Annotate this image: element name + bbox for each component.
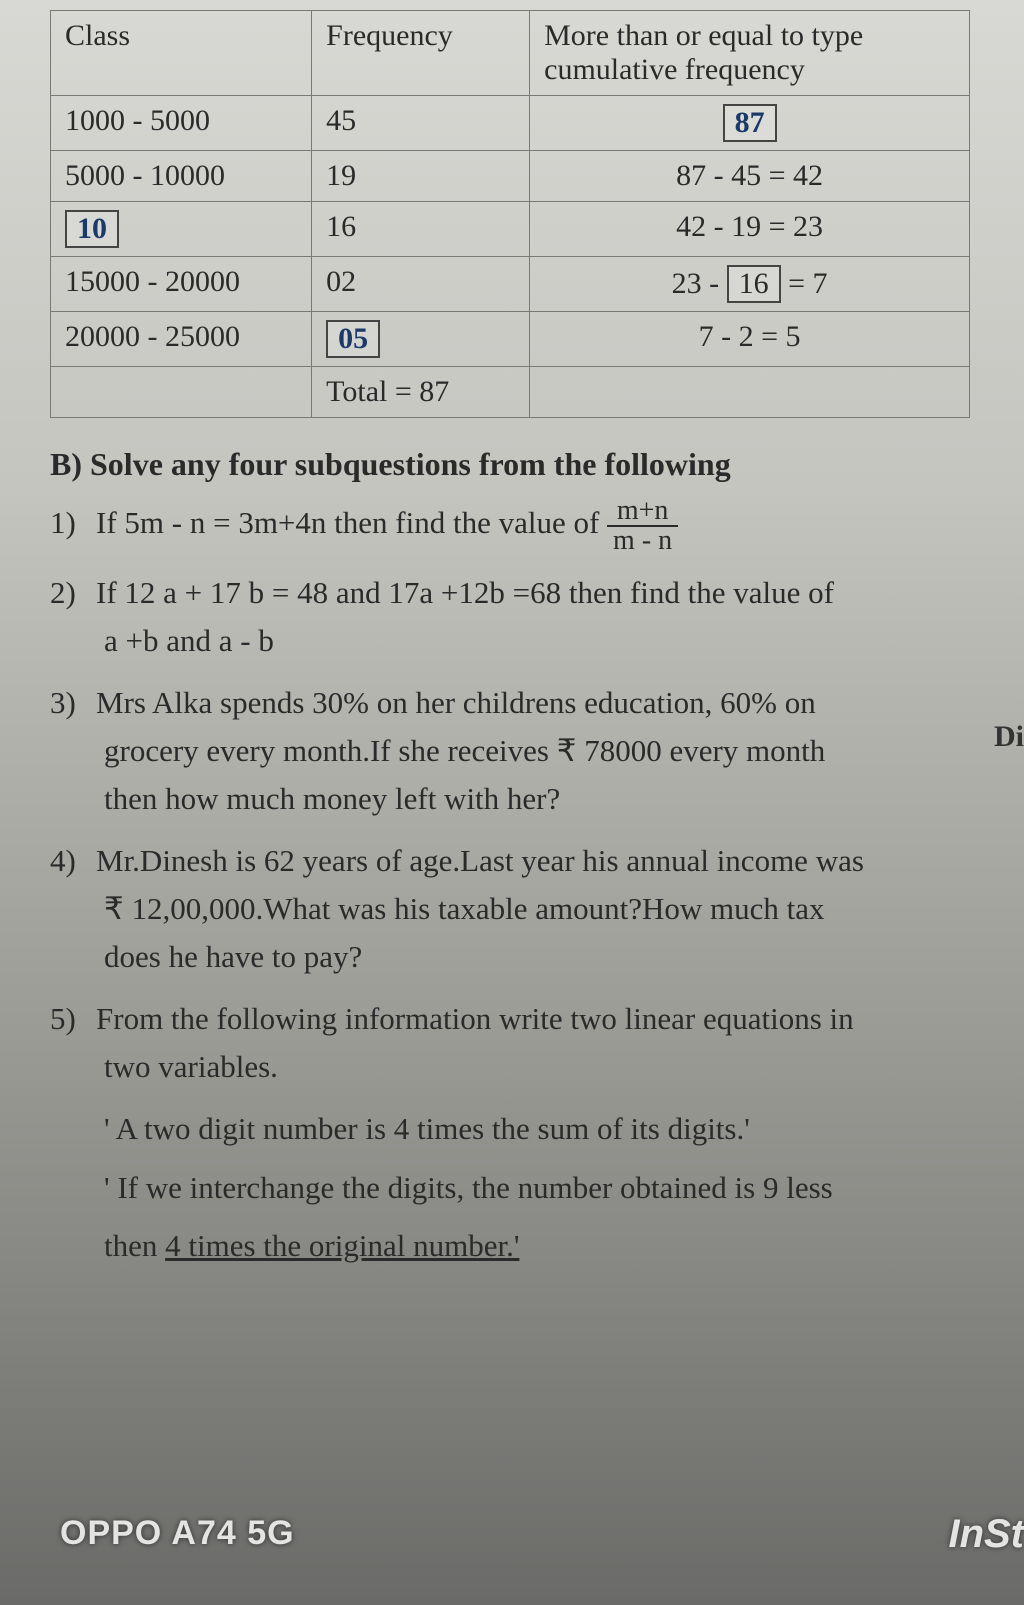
- question-5: 5)From the following information write t…: [50, 995, 994, 1091]
- boxed-value: 16: [727, 265, 781, 303]
- table-row: 10 16 42 - 19 = 23: [51, 202, 970, 257]
- question-1: 1)If 5m - n = 3m+4n then find the value …: [50, 497, 994, 555]
- question-2: 2)If 12 a + 17 b = 48 and 17a +12b =68 t…: [50, 569, 994, 665]
- quote-line: ' If we interchange the digits, the numb…: [50, 1164, 994, 1212]
- table-total-row: Total = 87: [51, 367, 970, 418]
- header-class: Class: [51, 11, 312, 96]
- page-edge-text: Di: [994, 720, 1024, 754]
- table-row: 5000 - 10000 19 87 - 45 = 42: [51, 151, 970, 202]
- question-4: 4)Mr.Dinesh is 62 years of age.Last year…: [50, 837, 994, 981]
- handwritten-box: 87: [723, 104, 777, 142]
- fraction: m+nm - n: [607, 497, 678, 555]
- frequency-table: Class Frequency More than or equal to ty…: [50, 10, 970, 418]
- question-3: 3)Mrs Alka spends 30% on her childrens e…: [50, 679, 994, 823]
- question-list: 1)If 5m - n = 3m+4n then find the value …: [50, 497, 994, 1091]
- app-watermark: InSt: [948, 1512, 1024, 1557]
- handwritten-box: 10: [65, 210, 119, 248]
- table-row: 1000 - 5000 45 87: [51, 96, 970, 151]
- table-row: 20000 - 25000 05 7 - 2 = 5: [51, 312, 970, 367]
- device-watermark: OPPO A74 5G: [60, 1514, 295, 1553]
- header-cumulative: More than or equal to type cumulative fr…: [530, 11, 970, 96]
- quote-line: ' A two digit number is 4 times the sum …: [50, 1105, 994, 1153]
- header-frequency: Frequency: [312, 11, 530, 96]
- quote-line: then 4 times the original number.': [50, 1222, 994, 1270]
- section-heading: B) Solve any four subquestions from the …: [50, 446, 994, 483]
- handwritten-box: 05: [326, 320, 380, 358]
- table-row: 15000 - 20000 02 23 - 16 = 7: [51, 257, 970, 312]
